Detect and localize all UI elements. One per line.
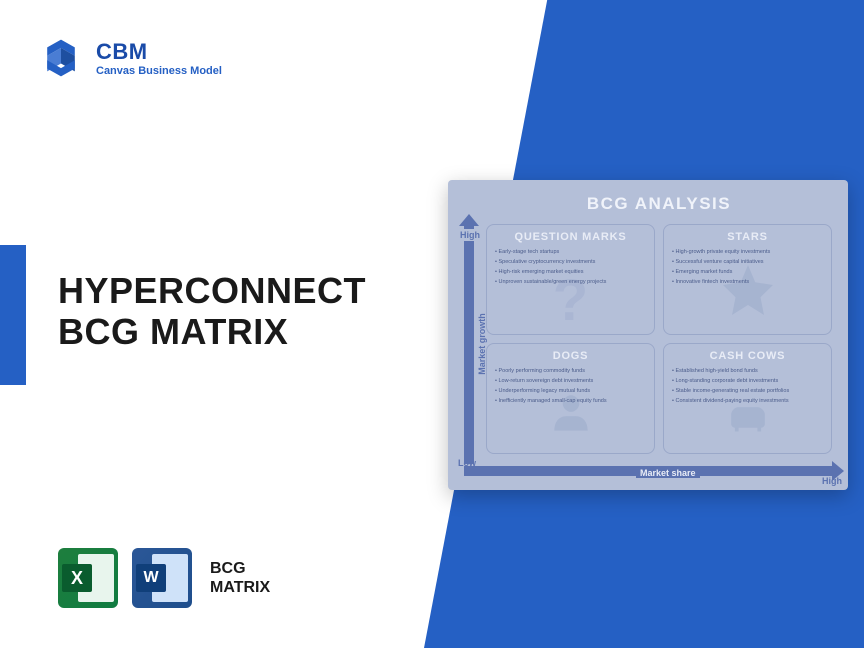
footer-label-line-2: MATRIX [210,578,270,597]
y-axis-arrow-icon [464,224,474,464]
footer-icons: X W BCG MATRIX [58,548,270,608]
title-line-2: BCG MATRIX [58,311,366,352]
list-item: Stable income-generating real estate por… [672,387,823,397]
list-item: High-risk emerging market equities [495,268,646,278]
header: CBM Canvas Business Model [38,35,222,81]
cbm-logo-icon [38,35,84,81]
quadrant-title: QUESTION MARKS [495,231,646,243]
brand-name: CBM [96,39,222,65]
quadrant-title: STARS [672,231,823,243]
list-item: Inefficiently managed small-cap equity f… [495,397,646,407]
list-item: Long-standing corporate debt investments [672,377,823,387]
quadrant-title: DOGS [495,350,646,362]
bcg-matrix-card: BCG ANALYSIS High Low Market growth Mark… [448,180,848,490]
list-item: Emerging market funds [672,268,823,278]
footer-label: BCG MATRIX [210,559,270,597]
title-line-1: HYPERCONNECT [58,270,366,311]
page-title: HYPERCONNECT BCG MATRIX [58,270,366,353]
list-item: Poorly performing commodity funds [495,367,646,377]
list-item: Innovative fintech investments [672,278,823,288]
x-axis-high-label: High [822,476,842,486]
x-axis-label: Market share [636,468,700,478]
quadrant-items: Early-stage tech startupsSpeculative cry… [495,248,646,288]
quadrant-items: Established high-yield bond fundsLong-st… [672,367,823,407]
quadrant-items: Poorly performing commodity fundsLow-ret… [495,367,646,407]
footer-label-line-1: BCG [210,559,270,578]
quadrant-items: High-growth private equity investmentsSu… [672,248,823,288]
quadrant-question-marks: ? QUESTION MARKS Early-stage tech startu… [486,224,655,335]
y-axis-high-label: High [458,229,482,241]
quadrant-cash-cows: CASH COWS Established high-yield bond fu… [663,343,832,454]
matrix-body: High Low Market growth Market share High… [486,224,832,474]
list-item: Speculative cryptocurrency investments [495,258,646,268]
y-axis-low-label: Low [458,458,476,468]
quadrant-stars: STARS High-growth private equity investm… [663,224,832,335]
list-item: Successful venture capital initiatives [672,258,823,268]
list-item: Low-return sovereign debt investments [495,377,646,387]
list-item: Established high-yield bond funds [672,367,823,377]
list-item: High-growth private equity investments [672,248,823,258]
excel-icon: X [58,548,118,608]
word-icon: W [132,548,192,608]
matrix-title: BCG ANALYSIS [486,194,832,214]
quadrant-dogs: DOGS Poorly performing commodity fundsLo… [486,343,655,454]
brand-tagline: Canvas Business Model [96,65,222,77]
list-item: Early-stage tech startups [495,248,646,258]
left-accent-bar [0,245,26,385]
list-item: Consistent dividend-paying equity invest… [672,397,823,407]
list-item: Underperforming legacy mutual funds [495,387,646,397]
quadrant-title: CASH COWS [672,350,823,362]
list-item: Unproven sustainable/green energy projec… [495,278,646,288]
